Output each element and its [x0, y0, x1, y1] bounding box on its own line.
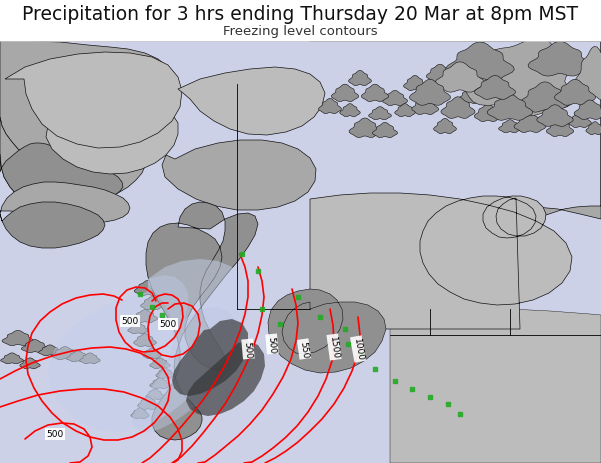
Polygon shape — [455, 39, 575, 117]
Polygon shape — [528, 42, 592, 77]
Polygon shape — [575, 47, 601, 101]
Text: 500: 500 — [243, 340, 253, 358]
Polygon shape — [546, 120, 574, 137]
Polygon shape — [349, 119, 381, 138]
Polygon shape — [131, 408, 149, 419]
Polygon shape — [38, 345, 61, 356]
Polygon shape — [150, 378, 170, 389]
Polygon shape — [162, 141, 316, 211]
Polygon shape — [0, 202, 105, 249]
Polygon shape — [268, 289, 386, 373]
Polygon shape — [1, 353, 23, 364]
Polygon shape — [67, 351, 90, 362]
Polygon shape — [514, 114, 546, 133]
Text: 500: 500 — [159, 320, 177, 329]
Polygon shape — [48, 259, 250, 432]
Polygon shape — [156, 368, 174, 379]
Polygon shape — [426, 65, 454, 82]
Polygon shape — [395, 105, 415, 118]
Text: Freezing level contours: Freezing level contours — [223, 25, 378, 38]
Polygon shape — [51, 347, 79, 360]
Polygon shape — [433, 119, 456, 134]
Polygon shape — [373, 123, 398, 138]
Text: 550: 550 — [298, 340, 310, 358]
Polygon shape — [319, 99, 341, 114]
Polygon shape — [349, 71, 371, 87]
Polygon shape — [340, 105, 360, 118]
Polygon shape — [520, 83, 570, 113]
Polygon shape — [411, 98, 439, 115]
Text: 1000: 1000 — [352, 337, 364, 361]
Text: 500: 500 — [46, 430, 64, 438]
Polygon shape — [474, 105, 502, 122]
Polygon shape — [80, 353, 100, 364]
Polygon shape — [446, 43, 514, 82]
Polygon shape — [138, 397, 158, 410]
Polygon shape — [146, 389, 164, 400]
Polygon shape — [409, 80, 451, 106]
Polygon shape — [132, 310, 157, 323]
Polygon shape — [569, 113, 591, 128]
Polygon shape — [0, 42, 178, 168]
Polygon shape — [310, 42, 601, 324]
Polygon shape — [20, 358, 40, 369]
Polygon shape — [178, 68, 325, 136]
Polygon shape — [390, 307, 601, 463]
Polygon shape — [172, 319, 248, 396]
Polygon shape — [46, 103, 178, 175]
Polygon shape — [331, 85, 359, 102]
Polygon shape — [537, 106, 573, 127]
Polygon shape — [474, 76, 516, 100]
Polygon shape — [5, 53, 182, 149]
Bar — [0, 0, 601, 42]
Polygon shape — [487, 95, 533, 121]
Polygon shape — [0, 144, 123, 212]
Polygon shape — [141, 297, 163, 310]
Polygon shape — [186, 341, 265, 416]
Polygon shape — [382, 91, 407, 106]
Polygon shape — [361, 85, 389, 102]
Polygon shape — [21, 340, 49, 353]
Text: 500: 500 — [267, 335, 277, 353]
Polygon shape — [368, 107, 391, 120]
Text: 1500: 1500 — [328, 335, 340, 359]
Polygon shape — [310, 194, 572, 329]
Polygon shape — [150, 358, 170, 369]
Polygon shape — [134, 281, 162, 296]
Polygon shape — [441, 98, 475, 119]
Polygon shape — [555, 80, 596, 106]
Polygon shape — [2, 331, 34, 346]
Text: 500: 500 — [121, 317, 139, 326]
Polygon shape — [143, 348, 161, 359]
Polygon shape — [459, 89, 481, 104]
Polygon shape — [128, 323, 148, 334]
Polygon shape — [404, 76, 427, 91]
Polygon shape — [435, 63, 485, 93]
Text: Precipitation for 3 hrs ending Thursday 20 Mar at 8pm MST: Precipitation for 3 hrs ending Thursday … — [22, 5, 579, 24]
Polygon shape — [586, 122, 601, 135]
Polygon shape — [574, 101, 601, 120]
Polygon shape — [146, 202, 258, 440]
Polygon shape — [499, 120, 522, 133]
Polygon shape — [0, 182, 130, 223]
Polygon shape — [133, 334, 156, 347]
Polygon shape — [132, 275, 240, 432]
Polygon shape — [0, 118, 146, 212]
